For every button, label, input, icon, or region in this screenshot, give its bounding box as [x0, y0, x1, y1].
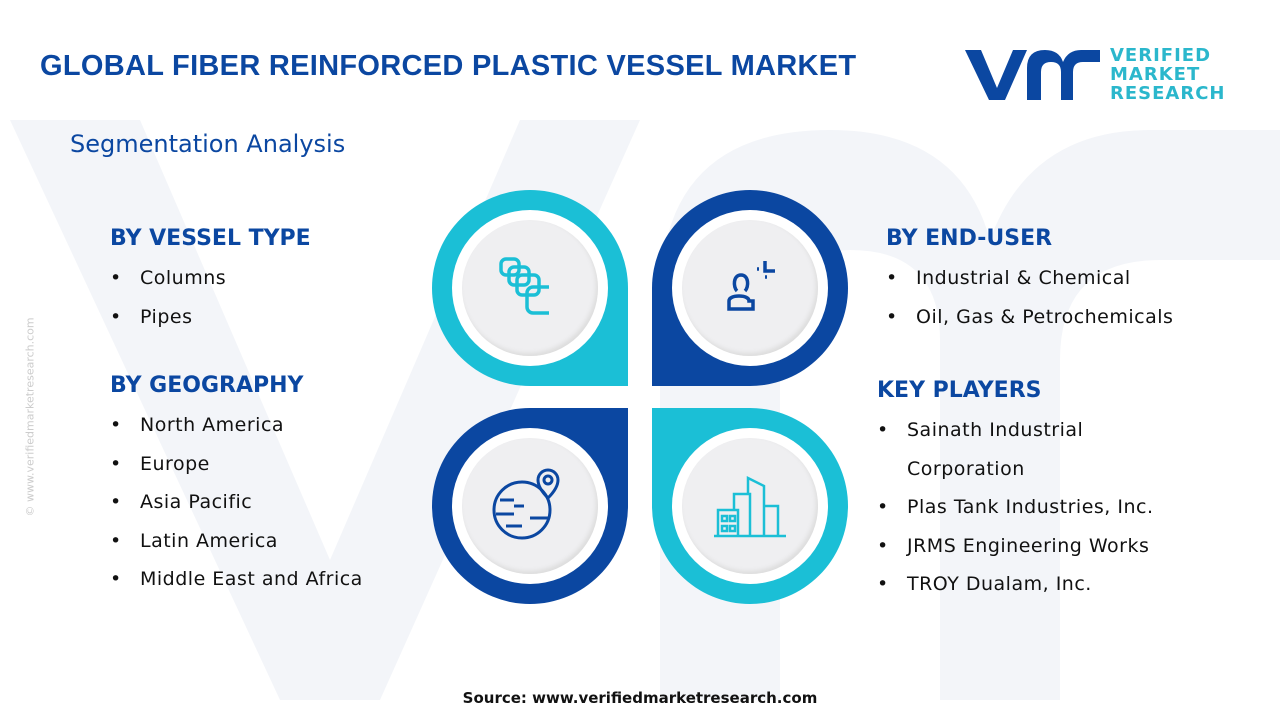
buildings-icon — [714, 475, 786, 538]
section-heading: KEY PLAYERS — [877, 378, 1042, 403]
list-item: North America — [110, 406, 363, 445]
logo: VERIFIED MARKET RESEARCH — [965, 44, 1225, 104]
vertical-watermark: © www.verifiedmarketresearch.com — [23, 317, 37, 517]
logo-line: RESEARCH — [1110, 82, 1226, 104]
list-item: Industrial & Chemical — [886, 259, 1173, 298]
subtitle: Segmentation Analysis — [70, 130, 346, 158]
list-item: Latin America — [110, 522, 363, 561]
page-title: GLOBAL FIBER REINFORCED PLASTIC VESSEL M… — [40, 50, 857, 82]
columns-icon — [499, 257, 549, 315]
vessel-type-petal — [432, 190, 628, 386]
globe-pin-icon — [492, 468, 560, 540]
list-item: Plas Tank Industries, Inc. — [877, 488, 1217, 527]
source-note: Source: www.verifiedmarketresearch.com — [462, 689, 818, 707]
list-item: Columns — [110, 259, 311, 298]
logo-mark — [965, 50, 1100, 100]
list-item: Pipes — [110, 298, 311, 337]
end-user-petal — [652, 190, 848, 386]
geography-petal — [432, 408, 628, 604]
list-item: TROY Dualam, Inc. — [877, 565, 1217, 604]
list-item: Asia Pacific — [110, 483, 363, 522]
section-vessel-type: BY VESSEL TYPE Columns Pipes — [110, 226, 311, 336]
logo-line: MARKET — [1110, 63, 1201, 85]
section-heading: BY END-USER — [886, 226, 1053, 251]
list-item: Oil, Gas & Petrochemicals — [886, 298, 1173, 337]
list-item: Sainath Industrial Corporation — [877, 411, 1127, 488]
section-end-user: BY END-USER Industrial & Chemical Oil, G… — [886, 226, 1173, 336]
logo-line: VERIFIED — [1110, 44, 1212, 66]
section-heading: BY GEOGRAPHY — [110, 373, 304, 398]
key-players-petal — [652, 408, 848, 604]
list-item: Europe — [110, 445, 363, 484]
section-key-players: KEY PLAYERS Sainath Industrial Corporati… — [877, 378, 1217, 604]
section-heading: BY VESSEL TYPE — [110, 226, 311, 251]
user-icon — [727, 261, 775, 311]
list-item: JRMS Engineering Works — [877, 527, 1217, 566]
section-geography: BY GEOGRAPHY North America Europe Asia P… — [110, 373, 363, 599]
list-item: Middle East and Africa — [110, 560, 363, 599]
